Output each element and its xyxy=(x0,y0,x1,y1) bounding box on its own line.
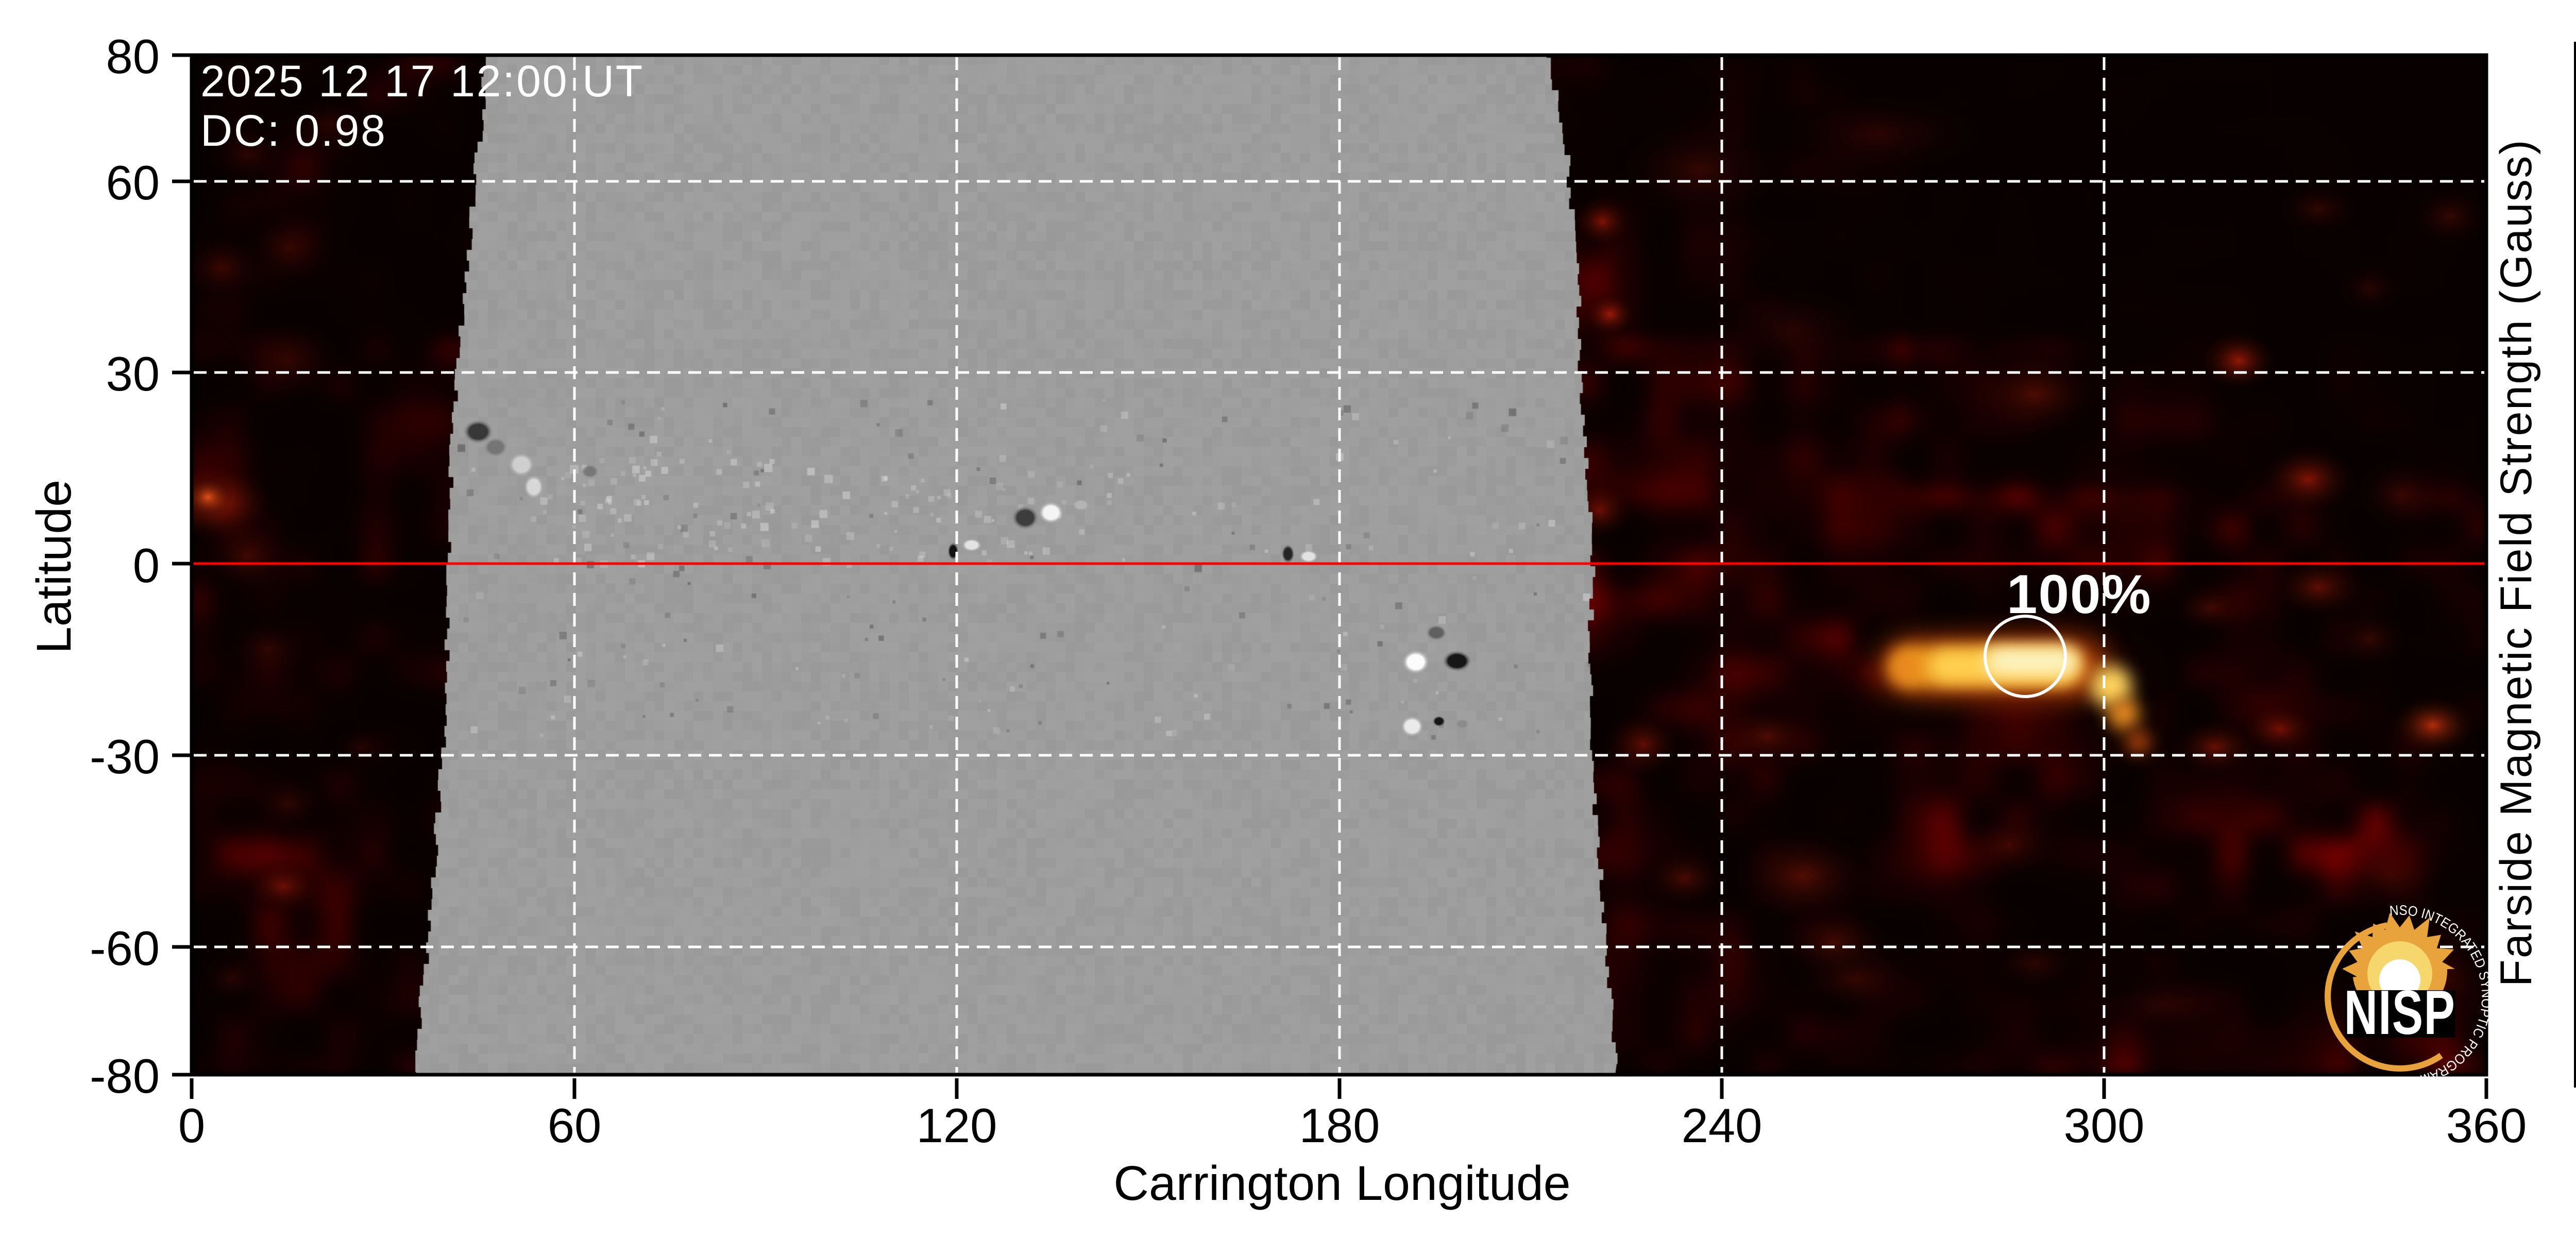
svg-text:2025 12 17 12:00 UT: 2025 12 17 12:00 UT xyxy=(200,57,644,106)
svg-text:60: 60 xyxy=(548,1098,602,1152)
svg-text:240: 240 xyxy=(1682,1098,1762,1152)
svg-text:0: 0 xyxy=(133,538,160,592)
svg-text:Latitude: Latitude xyxy=(27,480,81,654)
svg-text:-80: -80 xyxy=(90,1049,160,1103)
svg-text:180: 180 xyxy=(1299,1098,1380,1152)
svg-text:80: 80 xyxy=(106,29,160,83)
svg-text:60: 60 xyxy=(106,156,160,210)
svg-text:100%: 100% xyxy=(2007,563,2152,625)
svg-text:360: 360 xyxy=(2446,1098,2527,1152)
svg-text:-30: -30 xyxy=(90,730,160,784)
svg-text:0: 0 xyxy=(178,1098,205,1152)
svg-text:120: 120 xyxy=(917,1098,997,1152)
svg-text:300: 300 xyxy=(2064,1098,2145,1152)
svg-text:30: 30 xyxy=(106,347,160,401)
svg-text:Farside Magnetic Field Strengt: Farside Magnetic Field Strength (Gauss) xyxy=(2492,139,2541,987)
svg-text:Carrington Longitude: Carrington Longitude xyxy=(1113,1156,1570,1211)
svg-text:DC: 0.98: DC: 0.98 xyxy=(200,106,387,156)
svg-text:-60: -60 xyxy=(90,921,160,975)
svg-text:NISP: NISP xyxy=(2344,977,2456,1047)
